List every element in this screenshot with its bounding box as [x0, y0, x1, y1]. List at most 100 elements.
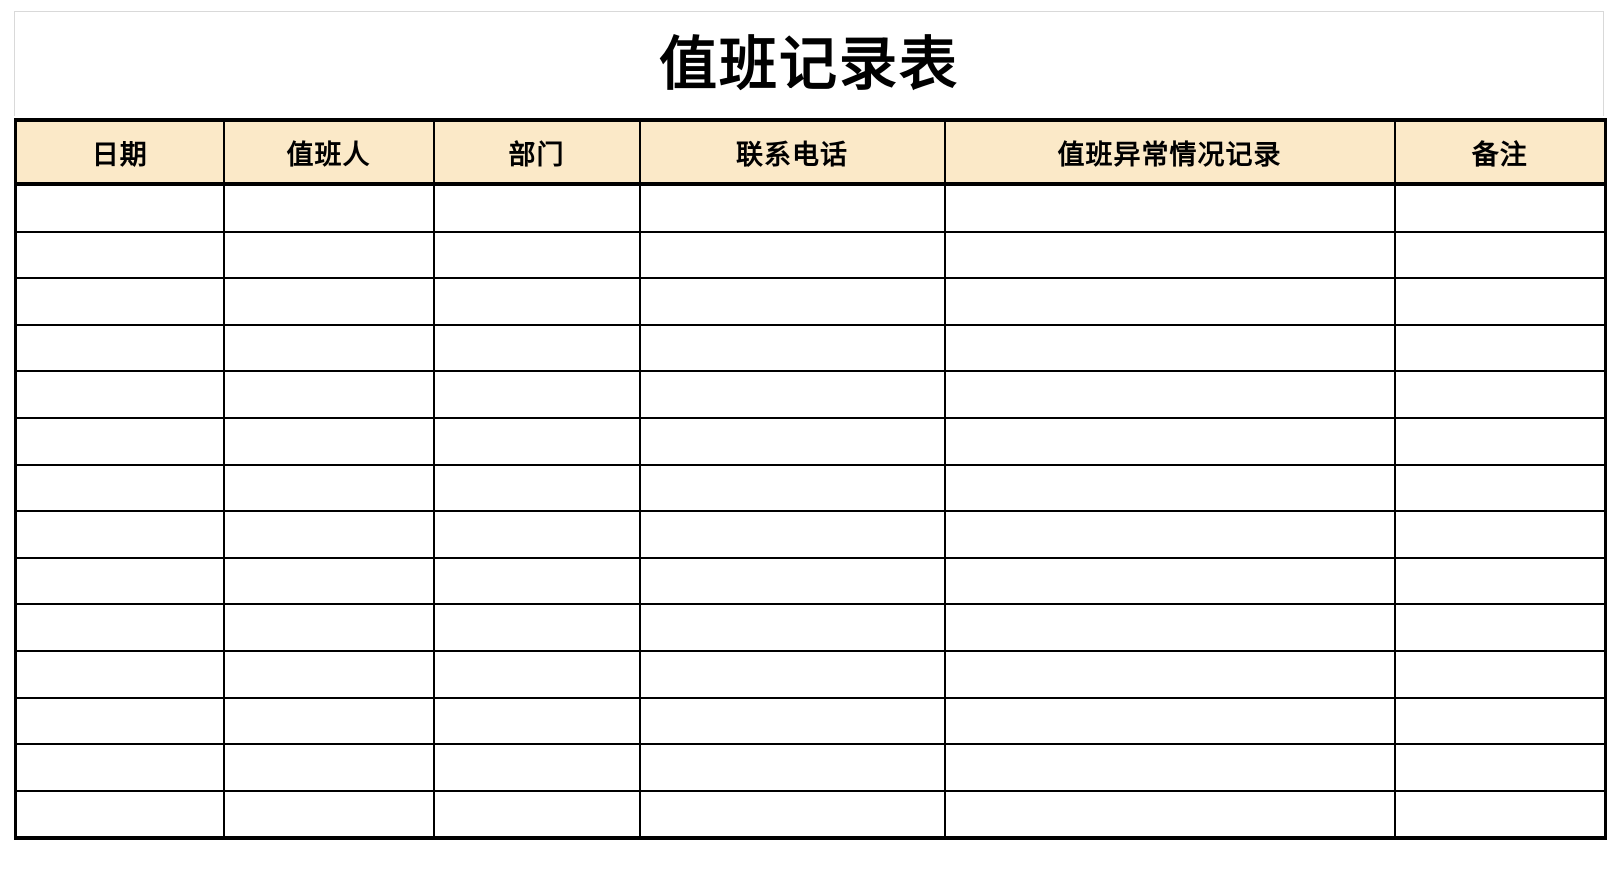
- cell-dept[interactable]: [432, 510, 641, 559]
- cell-phone[interactable]: [638, 743, 946, 792]
- cell-abnormal[interactable]: [943, 696, 1396, 746]
- table-row: [14, 510, 1607, 559]
- cell-remark[interactable]: [1393, 743, 1607, 792]
- column-header-phone[interactable]: 联系电话: [638, 118, 946, 186]
- column-header-remark[interactable]: 备注: [1393, 118, 1607, 186]
- cell-abnormal[interactable]: [943, 603, 1396, 652]
- header-row: 日期 值班人 部门 联系电话 值班异常情况记录 备注: [14, 118, 1607, 186]
- cell-abnormal[interactable]: [943, 370, 1396, 419]
- cell-remark[interactable]: [1393, 416, 1607, 466]
- cell-remark[interactable]: [1393, 230, 1607, 280]
- cell-remark[interactable]: [1393, 323, 1607, 373]
- cell-date[interactable]: [14, 510, 225, 559]
- cell-phone[interactable]: [638, 649, 946, 699]
- cell-dept[interactable]: [432, 183, 641, 233]
- cell-duty[interactable]: [222, 183, 435, 233]
- cell-duty[interactable]: [222, 323, 435, 373]
- cell-dept[interactable]: [432, 696, 641, 746]
- table-row: [14, 370, 1607, 419]
- cell-phone[interactable]: [638, 370, 946, 419]
- cell-phone[interactable]: [638, 183, 946, 233]
- cell-remark[interactable]: [1393, 510, 1607, 559]
- table-body: [14, 183, 1607, 841]
- cell-date[interactable]: [14, 556, 225, 606]
- cell-duty[interactable]: [222, 463, 435, 513]
- cell-date[interactable]: [14, 463, 225, 513]
- cell-dept[interactable]: [432, 789, 641, 841]
- cell-duty[interactable]: [222, 416, 435, 466]
- cell-phone[interactable]: [638, 510, 946, 559]
- table-row: [14, 789, 1607, 841]
- cell-date[interactable]: [14, 789, 225, 841]
- cell-duty[interactable]: [222, 277, 435, 326]
- cell-date[interactable]: [14, 370, 225, 419]
- cell-date[interactable]: [14, 183, 225, 233]
- cell-phone[interactable]: [638, 789, 946, 841]
- cell-abnormal[interactable]: [943, 463, 1396, 513]
- cell-duty[interactable]: [222, 789, 435, 841]
- cell-date[interactable]: [14, 416, 225, 466]
- column-header-abnormal[interactable]: 值班异常情况记录: [943, 118, 1396, 186]
- cell-remark[interactable]: [1393, 370, 1607, 419]
- cell-date[interactable]: [14, 649, 225, 699]
- column-header-dept[interactable]: 部门: [432, 118, 641, 186]
- table-row: [14, 323, 1607, 373]
- column-header-date[interactable]: 日期: [14, 118, 225, 186]
- cell-dept[interactable]: [432, 370, 641, 419]
- cell-dept[interactable]: [432, 323, 641, 373]
- table-row: [14, 463, 1607, 513]
- cell-dept[interactable]: [432, 603, 641, 652]
- cell-phone[interactable]: [638, 277, 946, 326]
- cell-duty[interactable]: [222, 510, 435, 559]
- cell-abnormal[interactable]: [943, 277, 1396, 326]
- cell-phone[interactable]: [638, 230, 946, 280]
- cell-date[interactable]: [14, 743, 225, 792]
- cell-remark[interactable]: [1393, 183, 1607, 233]
- cell-abnormal[interactable]: [943, 323, 1396, 373]
- cell-remark[interactable]: [1393, 789, 1607, 841]
- cell-abnormal[interactable]: [943, 743, 1396, 792]
- cell-phone[interactable]: [638, 603, 946, 652]
- cell-remark[interactable]: [1393, 649, 1607, 699]
- cell-dept[interactable]: [432, 556, 641, 606]
- column-header-duty[interactable]: 值班人: [222, 118, 435, 186]
- table-row: [14, 416, 1607, 466]
- cell-duty[interactable]: [222, 230, 435, 280]
- cell-remark[interactable]: [1393, 463, 1607, 513]
- cell-dept[interactable]: [432, 649, 641, 699]
- cell-duty[interactable]: [222, 649, 435, 699]
- cell-date[interactable]: [14, 603, 225, 652]
- cell-dept[interactable]: [432, 743, 641, 792]
- cell-abnormal[interactable]: [943, 556, 1396, 606]
- cell-abnormal[interactable]: [943, 649, 1396, 699]
- cell-date[interactable]: [14, 230, 225, 280]
- cell-duty[interactable]: [222, 696, 435, 746]
- cell-abnormal[interactable]: [943, 510, 1396, 559]
- cell-dept[interactable]: [432, 230, 641, 280]
- cell-remark[interactable]: [1393, 556, 1607, 606]
- cell-abnormal[interactable]: [943, 230, 1396, 280]
- table-header: 日期 值班人 部门 联系电话 值班异常情况记录 备注: [14, 118, 1607, 186]
- cell-phone[interactable]: [638, 696, 946, 746]
- cell-remark[interactable]: [1393, 696, 1607, 746]
- cell-dept[interactable]: [432, 463, 641, 513]
- cell-phone[interactable]: [638, 416, 946, 466]
- cell-remark[interactable]: [1393, 277, 1607, 326]
- cell-duty[interactable]: [222, 556, 435, 606]
- cell-phone[interactable]: [638, 323, 946, 373]
- cell-abnormal[interactable]: [943, 789, 1396, 841]
- cell-date[interactable]: [14, 696, 225, 746]
- cell-duty[interactable]: [222, 603, 435, 652]
- cell-duty[interactable]: [222, 743, 435, 792]
- cell-date[interactable]: [14, 277, 225, 326]
- cell-dept[interactable]: [432, 277, 641, 326]
- cell-abnormal[interactable]: [943, 416, 1396, 466]
- cell-remark[interactable]: [1393, 603, 1607, 652]
- cell-phone[interactable]: [638, 463, 946, 513]
- cell-dept[interactable]: [432, 416, 641, 466]
- cell-duty[interactable]: [222, 370, 435, 419]
- cell-date[interactable]: [14, 323, 225, 373]
- table-row: [14, 603, 1607, 652]
- cell-phone[interactable]: [638, 556, 946, 606]
- cell-abnormal[interactable]: [943, 183, 1396, 233]
